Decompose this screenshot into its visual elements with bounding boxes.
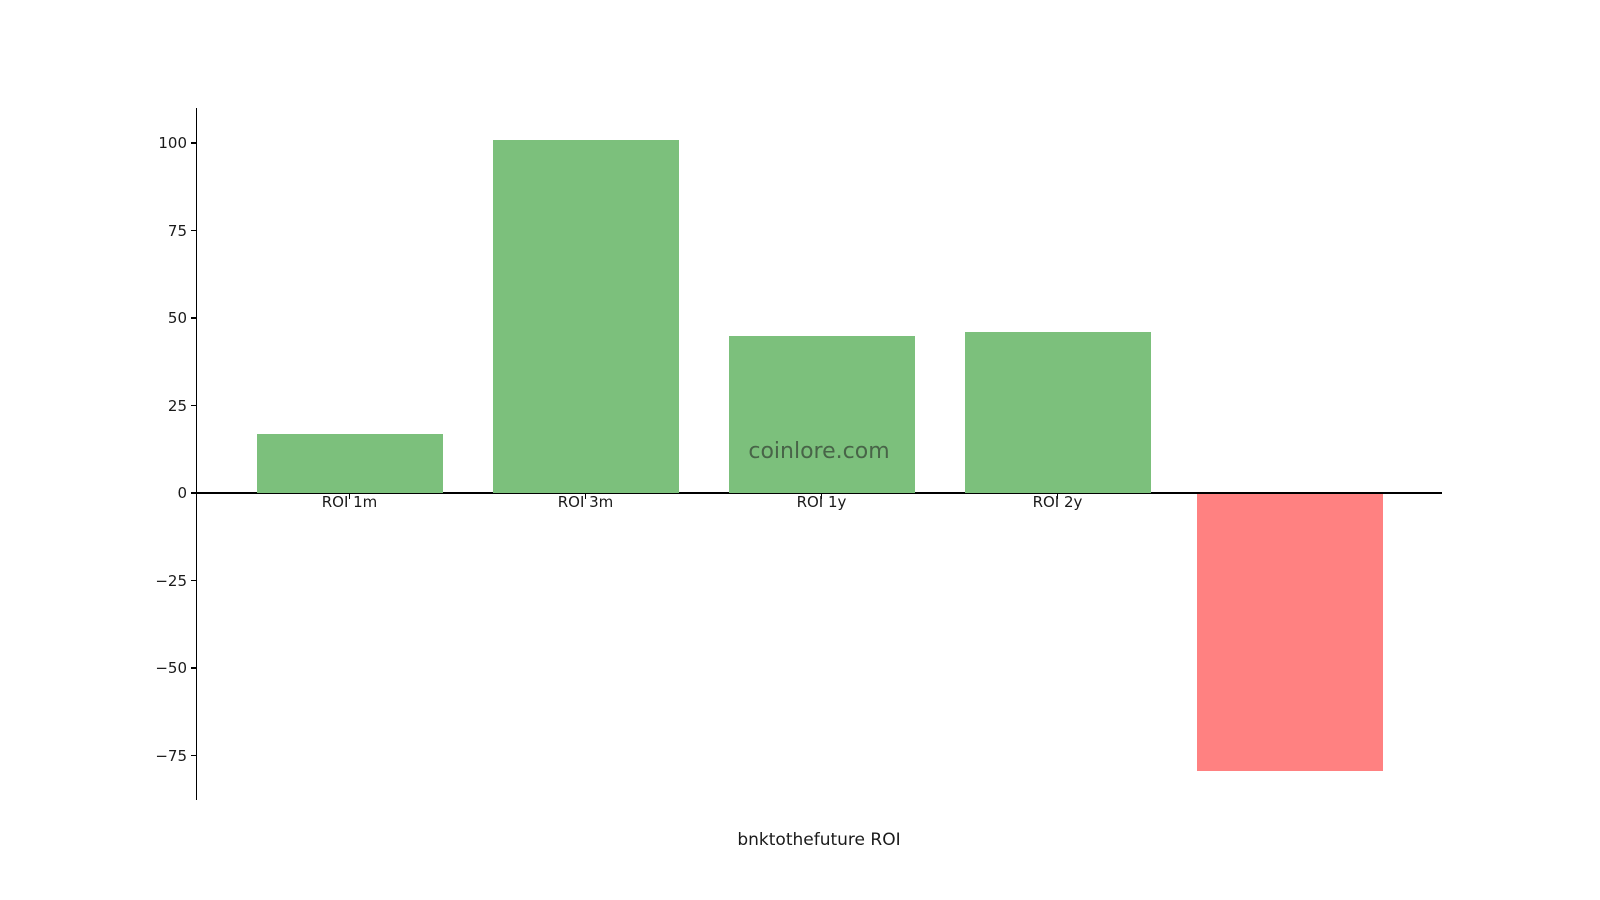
x-tick-mark <box>584 493 587 499</box>
y-tick-mark <box>191 229 196 232</box>
x-tick-mark <box>820 493 823 499</box>
y-axis-line <box>195 108 197 800</box>
x-tick-label: ROI 2y <box>1032 493 1083 511</box>
bar-roi-3m <box>492 139 679 493</box>
x-axis-line <box>196 492 1442 494</box>
y-tick-mark <box>191 579 196 582</box>
y-tick-label: 50 <box>167 309 187 327</box>
watermark-text: coinlore.com <box>748 439 890 464</box>
chart-title-xlabel: bnktothefuture ROI <box>737 830 901 850</box>
y-tick-label: −50 <box>155 659 187 677</box>
y-tick-label: 100 <box>158 134 187 152</box>
bar-roi-1m <box>256 433 443 493</box>
y-tick-mark <box>191 404 196 407</box>
y-tick-mark <box>191 492 196 494</box>
y-tick-label: −75 <box>155 746 187 765</box>
x-tick-label: ROI 3m <box>557 493 614 511</box>
bar-roi-2y <box>964 332 1151 493</box>
y-tick-label: 25 <box>167 396 187 415</box>
x-tick-mark <box>1056 493 1059 499</box>
x-tick-label: ROI 1y <box>796 493 847 511</box>
bar-roi-1y <box>728 335 915 493</box>
y-tick-mark <box>191 317 196 319</box>
x-tick-mark <box>348 493 351 499</box>
y-tick-label: 75 <box>167 221 187 240</box>
y-tick-label: 0 <box>177 484 187 502</box>
y-tick-mark <box>191 667 196 669</box>
y-tick-mark <box>191 754 196 757</box>
bar-unlabeled-5 <box>1196 494 1383 771</box>
y-tick-label: −25 <box>155 571 187 590</box>
y-tick-mark <box>191 142 196 144</box>
x-tick-label: ROI 1m <box>321 493 378 511</box>
